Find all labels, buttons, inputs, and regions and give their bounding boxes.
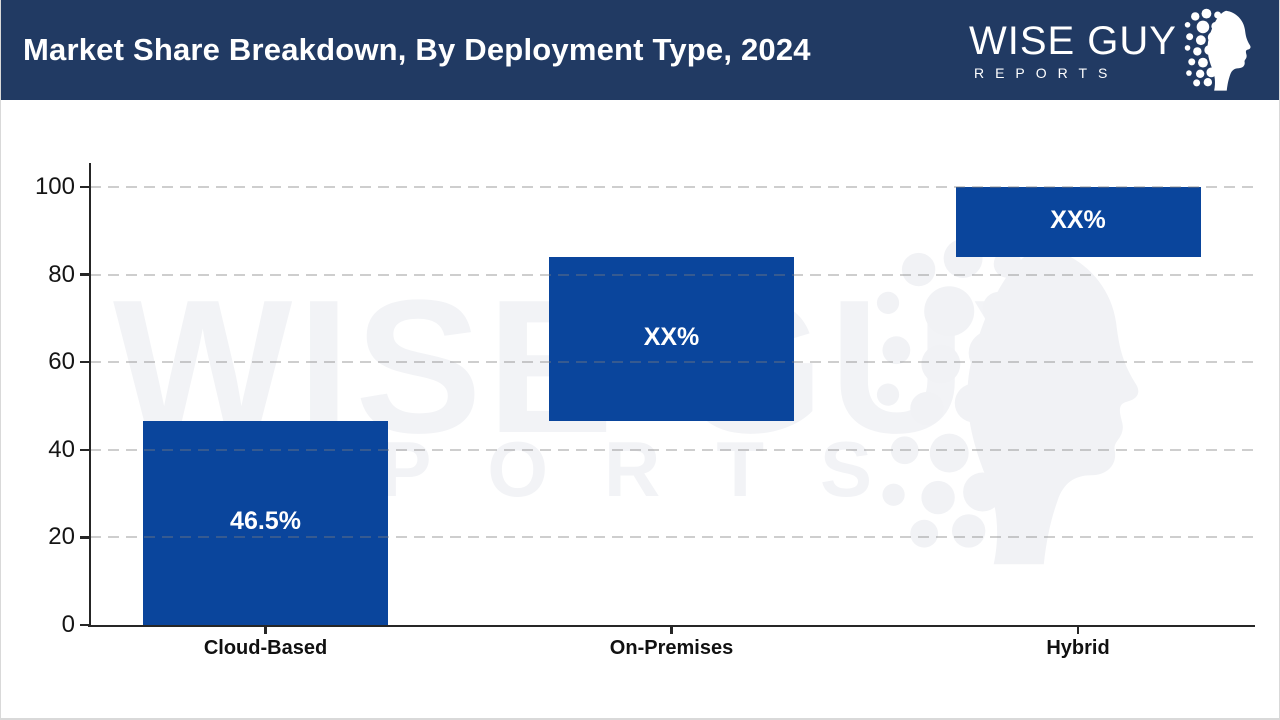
bar-value-label: XX% <box>643 323 700 352</box>
y-axis-tick-label: 80 <box>48 260 75 288</box>
bar-value-label: 46.5% <box>230 507 301 536</box>
bar-segment <box>955 187 1201 258</box>
wiseguy-logo: WISE GUY REPORTS <box>969 8 1255 92</box>
wiseguy-head-watermark-icon <box>876 238 1139 565</box>
gridline <box>90 186 1255 188</box>
x-axis-tick-mark <box>1076 626 1080 634</box>
bar-segment <box>143 421 388 625</box>
bar-value-label: XX% <box>1050 206 1106 235</box>
gridline <box>90 273 1255 276</box>
y-axis-tick-label: 60 <box>48 348 75 376</box>
logo-name: WISE GUY <box>968 18 1177 63</box>
y-axis-tick-label: 0 <box>61 611 75 638</box>
y-axis-tick-mark <box>80 273 90 276</box>
y-axis-tick-label: 40 <box>48 435 75 463</box>
header-bar: Market Share Breakdown, By Deployment Ty… <box>1 0 1279 100</box>
x-axis-tick-mark <box>670 626 673 634</box>
logo-text: WISE GUY REPORTS <box>969 21 1177 80</box>
x-axis-line <box>88 624 1255 627</box>
chart-title: Market Share Breakdown, By Deployment Ty… <box>23 32 811 67</box>
gridline <box>90 361 1255 364</box>
category-label: Hybrid <box>1046 637 1110 659</box>
y-axis-tick-mark <box>80 623 90 627</box>
wiseguy-head-logo-icon <box>1184 8 1251 91</box>
y-axis-tick-mark <box>80 536 90 539</box>
y-axis-tick-mark <box>80 185 90 189</box>
category-label: Cloud-Based <box>203 637 328 659</box>
x-axis-tick-mark <box>264 626 267 634</box>
y-axis-tick-label: 20 <box>48 523 75 551</box>
y-axis-tick-mark <box>80 360 90 364</box>
y-axis-tick-label: 100 <box>34 173 75 200</box>
y-axis-tick-mark <box>80 448 90 452</box>
gridline <box>90 448 1255 451</box>
y-axis-line <box>88 163 91 626</box>
gridline <box>90 536 1255 539</box>
logo-subtitle: REPORTS <box>973 64 1119 81</box>
category-label: On-Premises <box>609 637 734 659</box>
bar-segment <box>549 257 794 422</box>
